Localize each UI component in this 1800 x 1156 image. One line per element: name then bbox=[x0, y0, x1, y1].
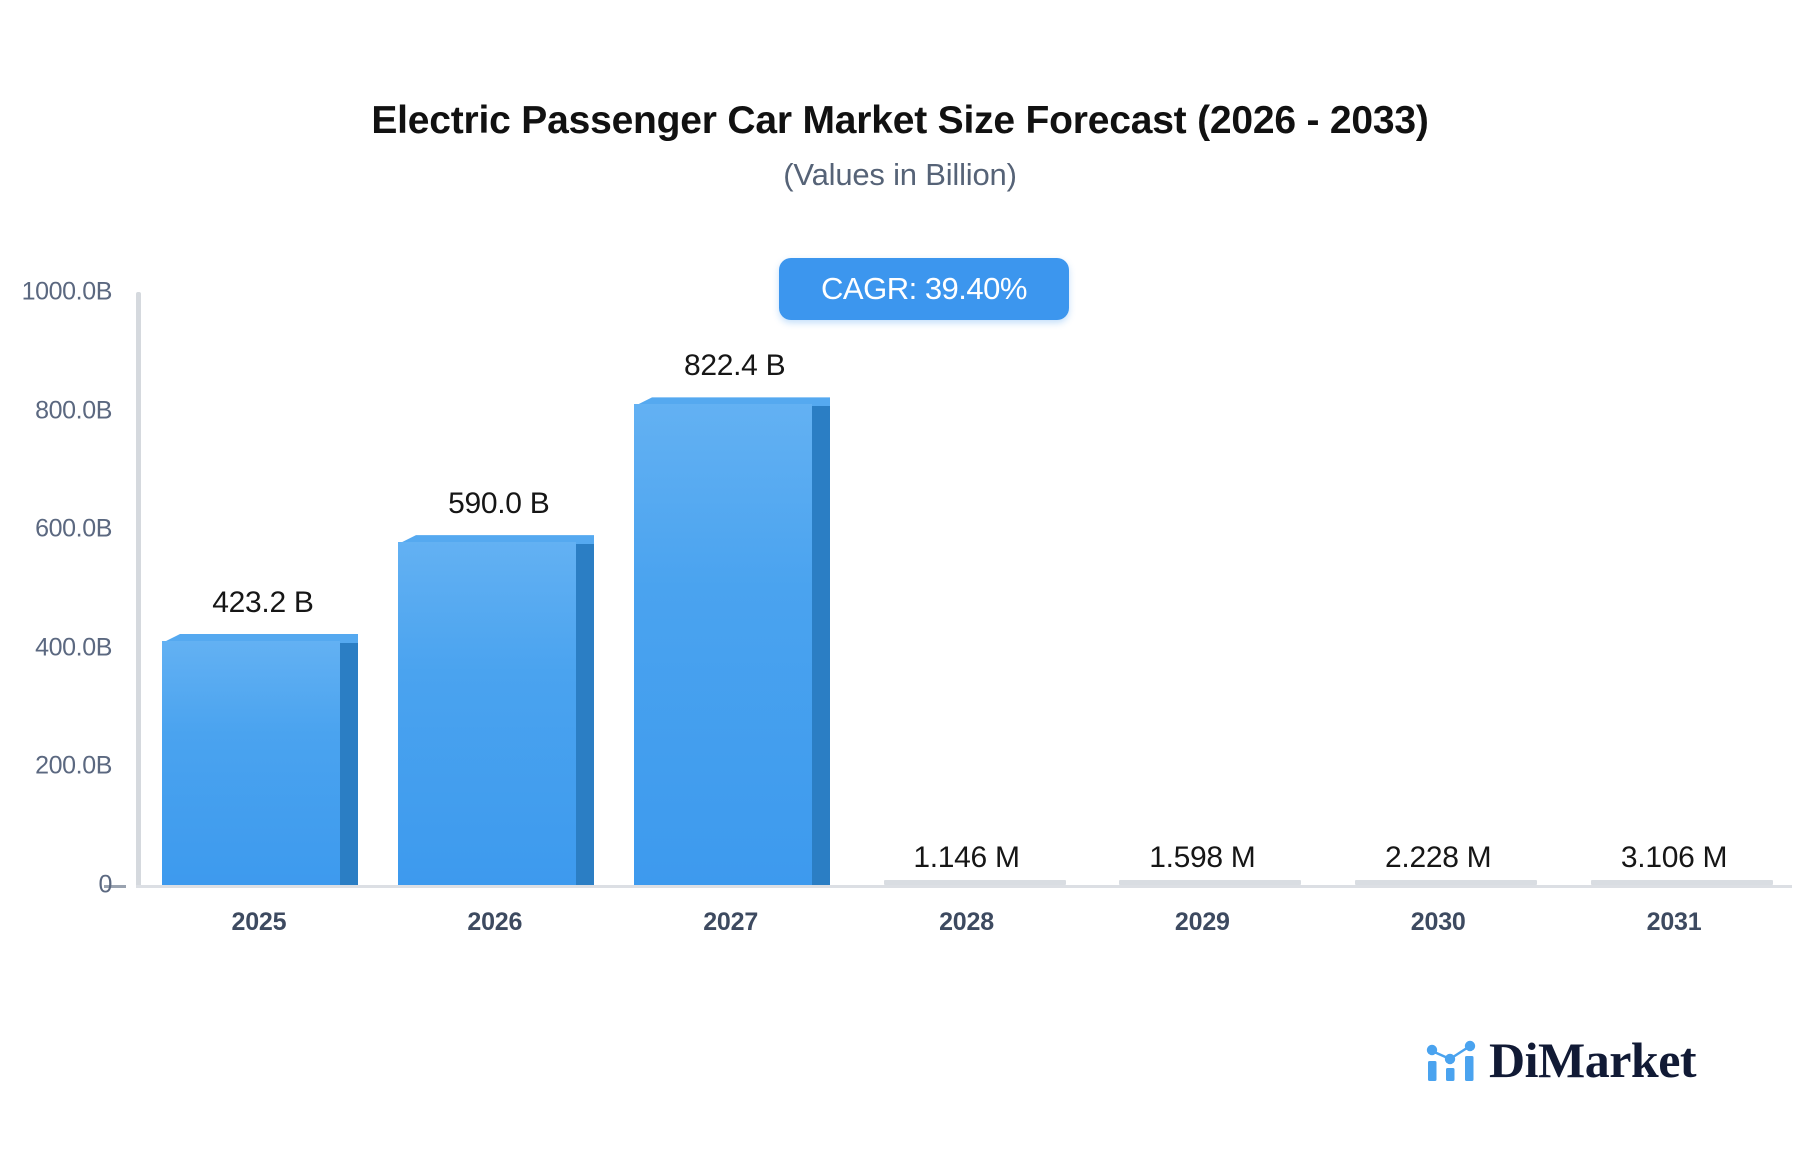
bar-2028 bbox=[884, 880, 1066, 885]
x-axis-tick-label: 2028 bbox=[939, 908, 994, 936]
bar-2031 bbox=[1591, 880, 1773, 885]
brand-logo: DiMarket bbox=[1425, 1032, 1697, 1088]
x-axis-tick-label: 2031 bbox=[1646, 908, 1702, 936]
bar-value-label: 2.228 M bbox=[1385, 841, 1492, 874]
chart-header: Electric Passenger Car Market Size Forec… bbox=[0, 0, 1800, 193]
y-axis-tick-label: 600.0B bbox=[35, 514, 112, 543]
bar-side-face bbox=[576, 543, 594, 885]
bar-top-face bbox=[634, 397, 830, 407]
cagr-badge: CAGR: 39.40% bbox=[779, 258, 1069, 320]
x-axis-tick-label: 2027 bbox=[703, 908, 759, 936]
bar-top-face bbox=[162, 634, 358, 644]
chart-subtitle: (Values in Billion) bbox=[783, 156, 1017, 192]
y-axis-zero-tick bbox=[104, 885, 126, 888]
x-axis-tick-label: 2030 bbox=[1410, 908, 1466, 936]
bar-value-label: 1.598 M bbox=[1149, 841, 1256, 874]
bar-chart-icon bbox=[1425, 1037, 1477, 1083]
y-axis-tick-label: 0 bbox=[98, 870, 112, 899]
cagr-badge-label: CAGR: 39.40% bbox=[821, 271, 1027, 306]
bar-side-face bbox=[340, 642, 358, 885]
x-axis-tick-label: 2029 bbox=[1174, 908, 1230, 936]
y-axis-tick-label: 200.0B bbox=[35, 751, 112, 780]
bar-2029 bbox=[1119, 880, 1301, 885]
bar-value-label: 822.4 B bbox=[683, 349, 786, 383]
y-axis-tick-label: 800.0B bbox=[35, 396, 112, 425]
x-axis-tick-label: 2026 bbox=[467, 908, 523, 936]
bar-value-label: 3.106 M bbox=[1620, 841, 1728, 874]
x-axis-tick-label: 2025 bbox=[231, 908, 287, 936]
bar-2027 bbox=[634, 404, 812, 885]
bar-value-label: 590.0 B bbox=[448, 487, 550, 521]
bar-2030 bbox=[1355, 880, 1537, 885]
page-title: Electric Passenger Car Market Size Forec… bbox=[371, 99, 1429, 142]
y-axis-tick-label: 1000.0B bbox=[21, 277, 113, 306]
bar-2025 bbox=[162, 641, 340, 885]
bar-2026 bbox=[398, 542, 576, 885]
brand-name: DiMarket bbox=[1489, 1032, 1697, 1088]
y-axis-tick-label: 400.0B bbox=[35, 633, 112, 662]
y-axis-line bbox=[136, 292, 141, 887]
bar-value-label: 423.2 B bbox=[212, 586, 314, 620]
bar-top-face bbox=[398, 535, 594, 545]
bar-side-face bbox=[812, 405, 830, 885]
bar-value-label: 1.146 M bbox=[913, 841, 1020, 874]
x-axis-line bbox=[136, 885, 1792, 888]
